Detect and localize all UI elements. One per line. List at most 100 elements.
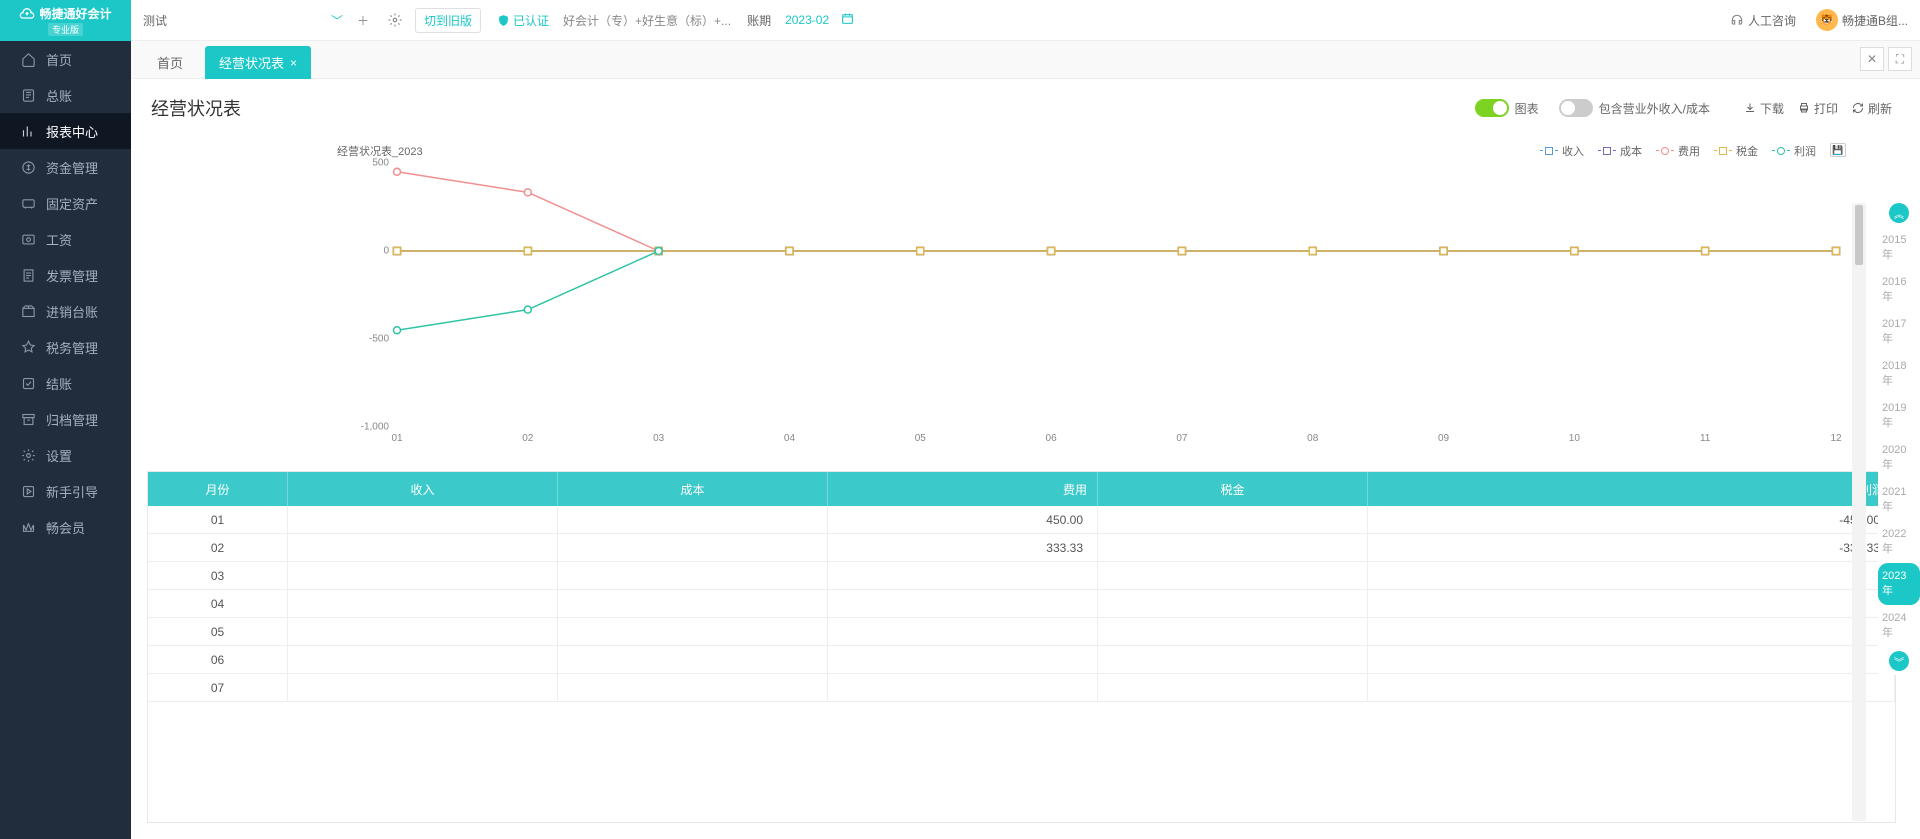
y-tick-label: 0 — [383, 246, 389, 257]
support-link[interactable]: 人工咨询 — [1730, 12, 1796, 29]
sidebar-item-salary[interactable]: 工资 — [0, 221, 131, 257]
sidebar-item-fund[interactable]: 资金管理 — [0, 149, 131, 185]
tab-expand[interactable]: ⛶ — [1888, 47, 1912, 71]
sidebar-item-ledger[interactable]: 总账 — [0, 77, 131, 113]
legend-item-tax[interactable]: 税金 — [1714, 143, 1758, 159]
tab-label: 首页 — [157, 53, 183, 72]
chart-legend: 收入 成本费用税金利润 💾 — [1540, 143, 1846, 159]
period-value[interactable]: 2023-02 — [785, 13, 829, 27]
org-selector[interactable]: 测试 ﹀ — [143, 12, 343, 29]
x-tick-label: 08 — [1307, 433, 1318, 444]
legend-item-profit[interactable]: 利润 — [1772, 143, 1816, 159]
switch-old-button[interactable]: 切到旧版 — [415, 8, 481, 33]
chevron-down-icon: ﹀ — [331, 12, 343, 29]
td-tax — [1098, 646, 1368, 674]
add-button[interactable]: ＋ — [351, 8, 375, 32]
year-down-button[interactable]: ︾ — [1889, 651, 1909, 671]
sidebar-item-settings[interactable]: 设置 — [0, 437, 131, 473]
settings-icon — [20, 447, 36, 463]
td-tax — [1098, 590, 1368, 618]
tab[interactable]: 经营状况表 × — [205, 46, 311, 79]
th-cost: 成本 — [558, 472, 828, 506]
sidebar-item-vip[interactable]: 畅会员 — [0, 509, 131, 545]
td-income — [288, 618, 558, 646]
guide-icon — [20, 483, 36, 499]
sidebar-item-guide[interactable]: 新手引导 — [0, 473, 131, 509]
th-month: 月份 — [148, 472, 288, 506]
year-up-button[interactable]: ︽ — [1889, 203, 1909, 223]
year-item[interactable]: 2020年 — [1878, 437, 1920, 479]
year-item[interactable]: 2017年 — [1878, 311, 1920, 353]
th-profit: 利润 — [1368, 472, 1895, 506]
sidebar-item-report[interactable]: 报表中心 — [0, 113, 131, 149]
sidebar-item-asset[interactable]: 固定资产 — [0, 185, 131, 221]
td-tax — [1098, 674, 1368, 702]
td-month: 05 — [148, 618, 288, 646]
td-fee — [828, 562, 1098, 590]
chart-save-icon[interactable]: 💾 — [1830, 143, 1846, 157]
vertical-scrollbar[interactable] — [1852, 203, 1866, 821]
sidebar-item-label: 总账 — [46, 86, 72, 105]
toggle-extra[interactable] — [1559, 99, 1593, 117]
td-tax — [1098, 618, 1368, 646]
tab-label: 经营状况表 — [219, 53, 284, 72]
data-table: 月份收入成本费用税金利润 01450.00-450.0002333.33-333… — [147, 471, 1896, 823]
toggle-chart[interactable] — [1475, 99, 1509, 117]
sidebar-item-tax[interactable]: 税务管理 — [0, 329, 131, 365]
td-cost — [558, 618, 828, 646]
tab-close-all[interactable]: ✕ — [1860, 47, 1884, 71]
year-item[interactable]: 2022年 — [1878, 521, 1920, 563]
toggle-chart-label: 图表 — [1515, 100, 1539, 117]
table-row: 06 — [148, 646, 1895, 674]
y-tick-label: -500 — [369, 334, 389, 345]
td-month: 06 — [148, 646, 288, 674]
td-income — [288, 562, 558, 590]
x-tick-label: 05 — [915, 433, 926, 444]
archive-icon — [20, 411, 36, 427]
stock-icon — [20, 303, 36, 319]
year-item[interactable]: 2015年 — [1878, 227, 1920, 269]
legend-label: 成本 — [1620, 143, 1642, 159]
sidebar-item-stock[interactable]: 进销台账 — [0, 293, 131, 329]
certified-badge: 已认证 — [497, 12, 549, 29]
sidebar-item-label: 固定资产 — [46, 194, 98, 213]
year-item[interactable]: 2024年 — [1878, 605, 1920, 647]
shield-icon — [497, 14, 510, 27]
brand-edition: 专业版 — [48, 23, 83, 36]
y-tick-label: -1,000 — [361, 422, 389, 433]
sidebar-item-archive[interactable]: 归档管理 — [0, 401, 131, 437]
sidebar-item-label: 资金管理 — [46, 158, 98, 177]
org-name: 测试 — [143, 12, 167, 29]
print-button[interactable]: 打印 — [1798, 100, 1838, 117]
gear-icon[interactable] — [383, 8, 407, 32]
year-item[interactable]: 2023年 — [1878, 563, 1920, 605]
tab[interactable]: 首页 — [143, 46, 197, 79]
legend-item-income[interactable]: 收入 — [1540, 143, 1584, 159]
td-fee — [828, 674, 1098, 702]
year-item[interactable]: 2021年 — [1878, 479, 1920, 521]
x-tick-label: 11 — [1700, 433, 1710, 444]
download-button[interactable]: 下载 — [1744, 100, 1784, 117]
td-fee — [828, 618, 1098, 646]
year-item[interactable]: 2016年 — [1878, 269, 1920, 311]
sidebar-item-label: 发票管理 — [46, 266, 98, 285]
x-tick-label: 02 — [522, 433, 533, 444]
tab-close-icon[interactable]: × — [290, 56, 297, 70]
year-item[interactable]: 2018年 — [1878, 353, 1920, 395]
year-item[interactable]: 2019年 — [1878, 395, 1920, 437]
td-month: 03 — [148, 562, 288, 590]
sidebar-item-invoice[interactable]: 发票管理 — [0, 257, 131, 293]
calendar-icon[interactable] — [841, 12, 854, 28]
legend-marker — [1656, 147, 1674, 155]
legend-item-cost[interactable]: 成本 — [1598, 143, 1642, 159]
legend-item-fee[interactable]: 费用 — [1656, 143, 1700, 159]
refresh-button[interactable]: 刷新 — [1852, 100, 1892, 117]
td-cost — [558, 646, 828, 674]
report-icon — [20, 123, 36, 139]
user-menu[interactable]: 🐯 畅捷通B组... — [1816, 9, 1908, 31]
td-profit — [1368, 562, 1895, 590]
sidebar-item-home[interactable]: 首页 — [0, 41, 131, 77]
sidebar-item-close[interactable]: 结账 — [0, 365, 131, 401]
td-income — [288, 534, 558, 562]
legend-marker — [1598, 147, 1616, 155]
